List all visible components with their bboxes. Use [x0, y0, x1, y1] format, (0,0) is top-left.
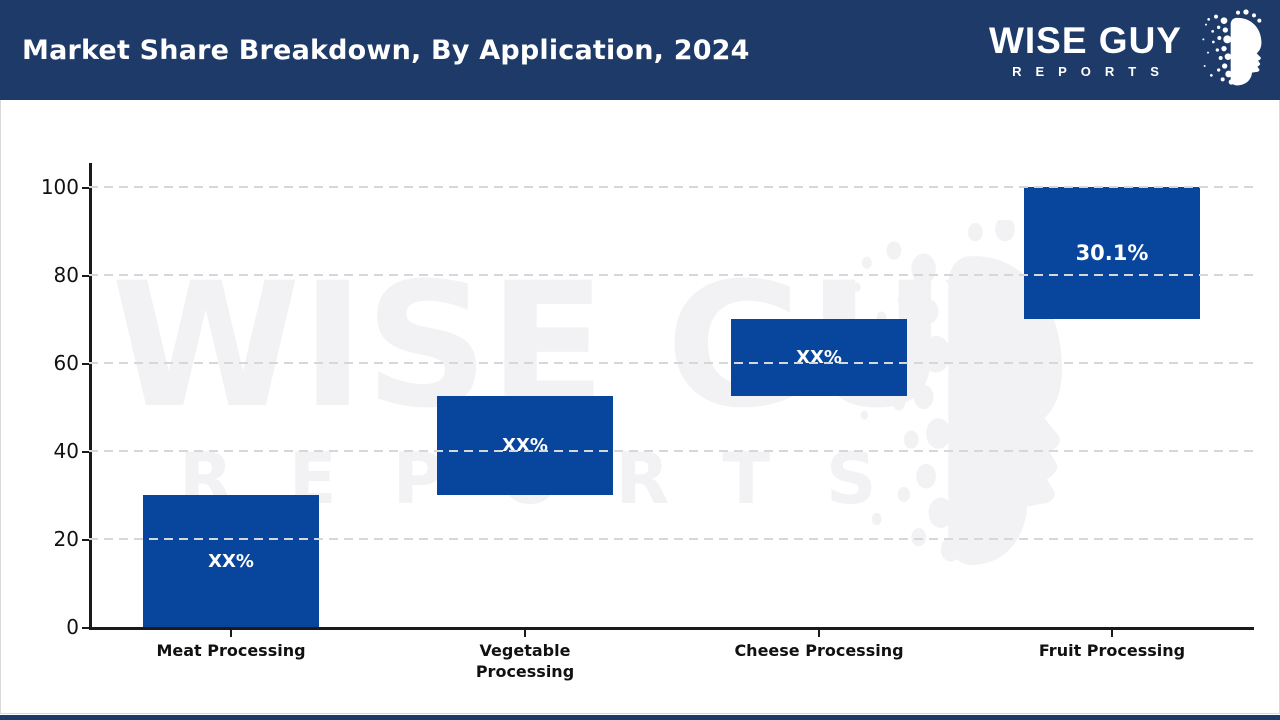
- x-tick-mark: [818, 630, 820, 637]
- chart-card: WISE GUY REPORTS 020406080100XX%XX%XX%30…: [0, 100, 1280, 714]
- bar-segment: 30.1%: [1024, 186, 1200, 319]
- y-tick-mark: [82, 363, 89, 365]
- gridline: [89, 362, 1254, 364]
- x-category-label: Meat Processing: [156, 641, 306, 660]
- y-tick-label: 80: [53, 263, 79, 287]
- y-tick-label: 100: [40, 175, 79, 199]
- y-tick-mark: [82, 627, 89, 629]
- page-title: Market Share Breakdown, By Application, …: [22, 34, 750, 66]
- y-tick-label: 40: [53, 439, 79, 463]
- x-axis-line: [89, 627, 1254, 630]
- bar-segment: XX%: [731, 319, 907, 396]
- brand-logo: WISE GUY REPORTS: [989, 8, 1266, 92]
- y-tick-label: 20: [53, 527, 79, 551]
- gridline: [89, 450, 1254, 452]
- x-tick-mark: [230, 630, 232, 637]
- y-tick-mark: [82, 187, 89, 189]
- brand-name: WISE GUY: [988, 20, 1182, 61]
- gridline: [89, 274, 1254, 276]
- bar-segment: XX%: [143, 495, 319, 627]
- y-tick-mark: [82, 539, 89, 541]
- y-tick-mark: [82, 451, 89, 453]
- bar-value-label: XX%: [796, 347, 842, 368]
- x-tick-mark: [1111, 630, 1113, 637]
- y-tick-mark: [82, 275, 89, 277]
- gridline: [89, 538, 1254, 540]
- brand-logo-text: WISE GUY REPORTS: [988, 20, 1182, 80]
- y-axis-spine: [89, 163, 92, 630]
- dotted-face-icon: [1202, 9, 1262, 86]
- footer-band: [0, 715, 1280, 720]
- header-band: Market Share Breakdown, By Application, …: [0, 0, 1280, 100]
- plot-area: 0 20 40 60 80 100 XX% XX% XX% 30.1% Meat Processin…: [1, 100, 1279, 713]
- y-tick-label: 60: [53, 351, 79, 375]
- x-category-label: Cheese Processing: [734, 641, 904, 660]
- x-category-label: Fruit Processing: [1038, 641, 1186, 660]
- bar-value-label: 30.1%: [1075, 240, 1149, 265]
- bar-segment: XX%: [437, 396, 613, 495]
- x-tick-mark: [524, 630, 526, 637]
- bar-value-label: XX%: [502, 435, 548, 456]
- brand-subname: REPORTS: [1012, 64, 1173, 79]
- bar-value-label: XX%: [208, 550, 254, 572]
- gridline: [89, 186, 1254, 188]
- x-category-label: Vegetable Processing: [475, 641, 575, 681]
- y-tick-label: 0: [66, 615, 79, 639]
